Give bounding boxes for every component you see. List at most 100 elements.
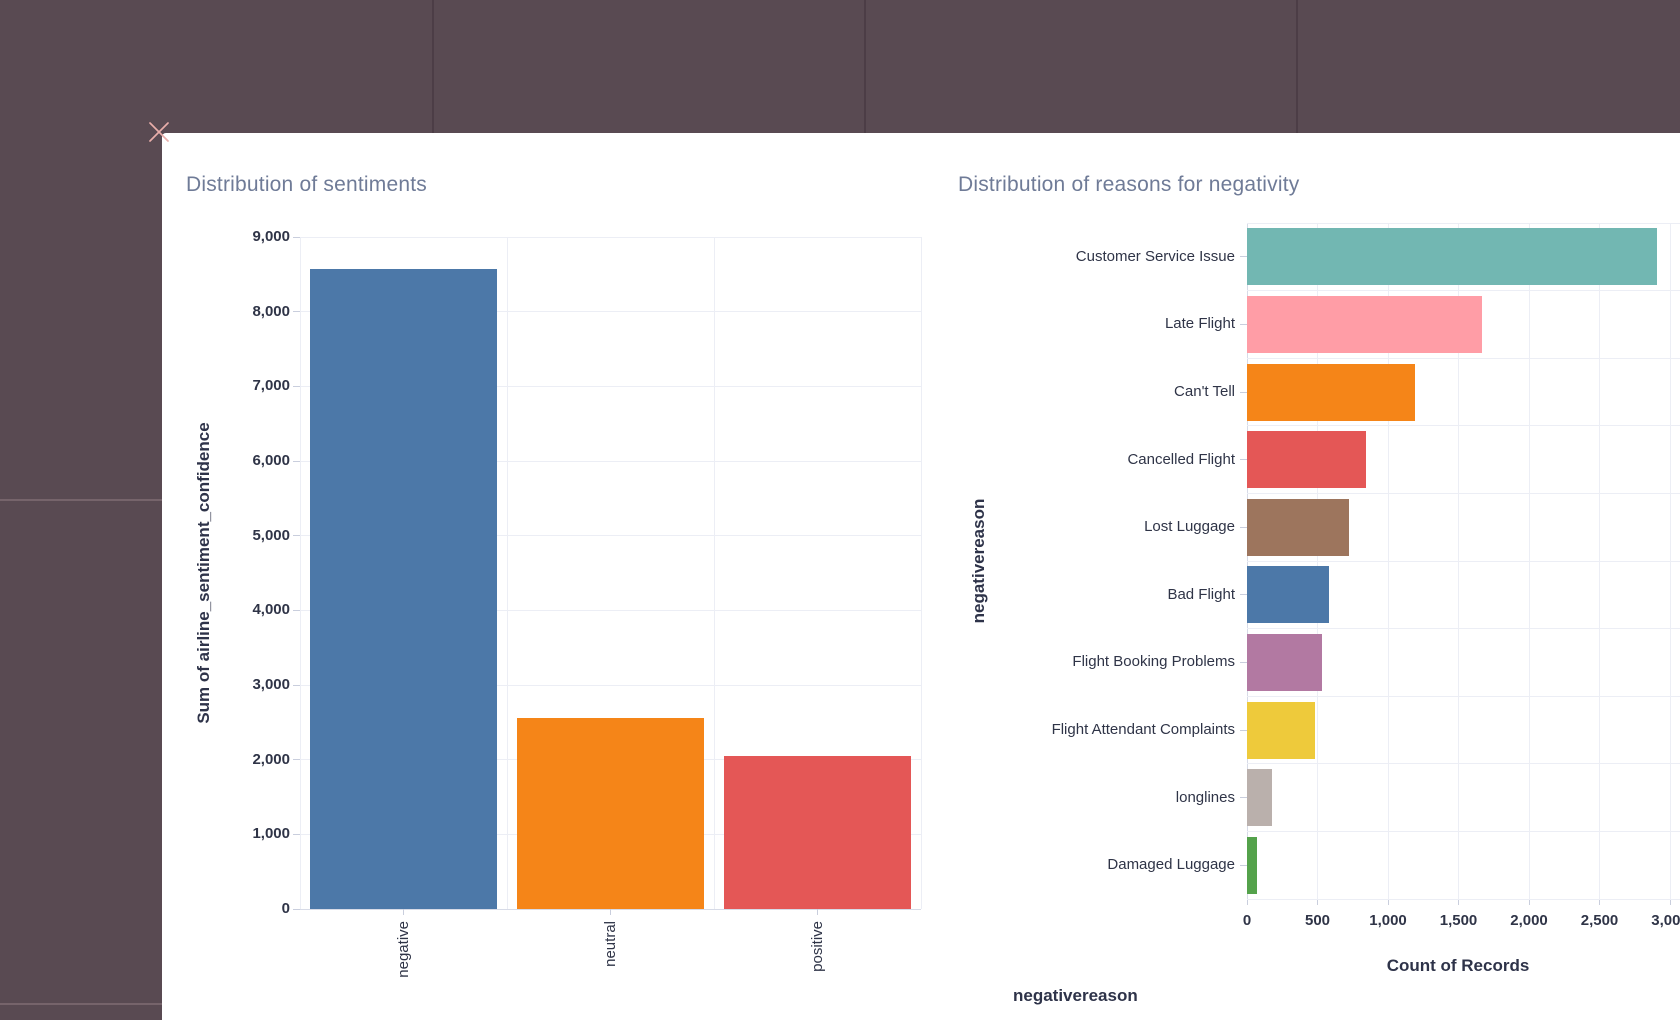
- bar-positive: [724, 755, 911, 909]
- y-tick-label: 3,000: [252, 676, 290, 693]
- gridline-horizontal: [300, 684, 921, 686]
- category-label: Cancelled Flight: [1127, 450, 1235, 468]
- sentiments-plot-area: 0 1,000 2,000 3,000 4,000 5,000 6,000 7,000 8,00…: [252, 228, 922, 978]
- sentiments-chart-title: Distribution of sentiments: [186, 173, 427, 196]
- gridline-horizontal: [300, 236, 921, 238]
- x-tick-label: 1,000: [1369, 912, 1407, 929]
- negativity-x-axis-title: Count of Records: [1386, 956, 1530, 975]
- category-label: Customer Service Issue: [1075, 247, 1235, 265]
- y-axis-tick: [1240, 594, 1247, 596]
- y-axis-tick: [1240, 526, 1247, 528]
- x-axis-tick: [1599, 899, 1600, 905]
- gridline-horizontal: [1247, 898, 1680, 900]
- y-tick-label: 9,000: [252, 228, 290, 245]
- x-axis-tick: [610, 909, 611, 915]
- y-axis-tick: [293, 311, 300, 313]
- gridline-horizontal: [1247, 492, 1680, 494]
- y-axis-tick: [1240, 459, 1247, 461]
- y-axis-tick: [1240, 864, 1247, 866]
- x-tick-label: 3,000: [1651, 912, 1680, 929]
- y-tick-label: 6,000: [252, 452, 290, 469]
- y-axis-tick: [293, 908, 300, 910]
- y-axis-tick: [293, 535, 300, 537]
- background-gridline-vertical: [864, 0, 866, 133]
- y-axis-tick: [293, 385, 300, 387]
- y-axis-tick: [1240, 256, 1247, 258]
- background-gridline-vertical: [432, 0, 434, 133]
- x-tick-label: 0: [1242, 912, 1252, 929]
- gridline-horizontal: [1247, 560, 1680, 562]
- bar-flight-booking-problems: [1247, 633, 1322, 691]
- gridline-vertical: [920, 237, 922, 909]
- y-tick-label: 7,000: [252, 377, 290, 395]
- background-gridline-horizontal: [0, 499, 162, 501]
- chart-preview-panel: Distribution of sentiments Sum of airlin…: [162, 133, 1680, 1020]
- bar-customer-service-issue: [1247, 228, 1658, 286]
- category-label: Flight Booking Problems: [1072, 653, 1235, 671]
- category-label: Can't Tell: [1174, 383, 1235, 400]
- y-tick-label: 2,000: [252, 750, 290, 768]
- x-axis-tick: [1246, 899, 1248, 905]
- background-gridline-horizontal: [0, 1003, 162, 1005]
- gridline-horizontal: [1247, 290, 1680, 292]
- gridline-vertical: [713, 237, 715, 909]
- x-axis-tick: [403, 909, 404, 915]
- x-tick-label: 2,500: [1580, 912, 1619, 929]
- gridline-horizontal: [300, 535, 921, 537]
- y-axis-tick: [293, 609, 300, 611]
- gridline-horizontal: [300, 609, 921, 611]
- negativity-chart-title: Distribution of reasons for negativity: [958, 173, 1300, 196]
- category-label: Late Flight: [1164, 315, 1235, 333]
- x-tick-label: neutral: [601, 921, 619, 967]
- gridline-horizontal: [1247, 425, 1680, 427]
- gridline-vertical: [506, 237, 508, 909]
- gridline-horizontal: [300, 311, 921, 313]
- y-axis-tick: [1240, 661, 1247, 663]
- close-button[interactable]: [145, 118, 173, 146]
- category-label: Bad Flight: [1167, 585, 1235, 603]
- y-axis-tick: [1240, 391, 1247, 393]
- y-tick-label: 5,000: [252, 526, 290, 544]
- negativereason-footer-label: negativereason: [1013, 986, 1138, 1005]
- bar-lost-luggage: [1247, 498, 1350, 556]
- category-label: longlines: [1175, 788, 1235, 806]
- bar-damaged-luggage: [1247, 836, 1258, 894]
- category-label: Flight Attendant Complaints: [1051, 721, 1235, 738]
- y-axis-tick: [293, 759, 300, 761]
- y-tick-label: 8,000: [252, 302, 290, 320]
- bar-can-t-tell: [1247, 363, 1415, 421]
- x-axis-tick: [1458, 899, 1459, 905]
- bar-cancelled-flight: [1247, 431, 1367, 489]
- x-tick-label: 500: [1304, 912, 1331, 929]
- background-gridline-vertical: [1296, 0, 1298, 133]
- x-tick-label: positive: [808, 921, 826, 972]
- x-axis-tick: [1387, 899, 1389, 905]
- y-axis-tick: [293, 684, 300, 686]
- negativity-plot-area: 0 500 1,000 1,500 2,000 2,500 3,000 Customer Se…: [1052, 222, 1680, 929]
- gridline-horizontal: [1247, 357, 1680, 359]
- bar-flight-attendant-complaints: [1247, 701, 1315, 759]
- x-axis-tick: [1528, 899, 1530, 905]
- bar-neutral: [517, 717, 704, 909]
- gridline-horizontal: [1247, 695, 1680, 697]
- y-axis-tick: [1240, 797, 1247, 799]
- gridline-horizontal: [1247, 830, 1680, 832]
- x-tick-label: 1,500: [1439, 912, 1478, 929]
- y-tick-label: 4,000: [252, 601, 290, 619]
- category-label: Lost Luggage: [1144, 518, 1235, 536]
- gridline-vertical: [299, 237, 301, 909]
- close-icon: [149, 122, 169, 142]
- gridline-horizontal: [300, 460, 921, 462]
- bar-longlines: [1247, 769, 1273, 827]
- bar-bad-flight: [1247, 566, 1329, 624]
- y-axis-tick: [1240, 729, 1247, 731]
- gridline-horizontal: [1247, 222, 1680, 224]
- x-tick-label: 2,000: [1510, 912, 1548, 929]
- y-tick-label: 1,000: [252, 825, 290, 843]
- y-axis-tick: [293, 236, 300, 238]
- gridline-horizontal: [1247, 628, 1680, 630]
- x-axis-tick: [817, 909, 818, 915]
- x-axis-tick: [1317, 899, 1318, 905]
- gridline-horizontal: [1247, 763, 1680, 765]
